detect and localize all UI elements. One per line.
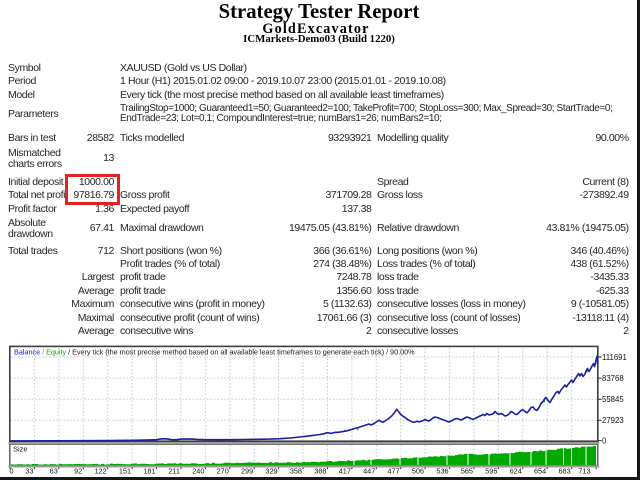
svg-text:83768: 83768: [602, 374, 624, 383]
svg-text:27923: 27923: [602, 416, 624, 425]
svg-text:388: 388: [314, 466, 326, 475]
svg-text:240: 240: [192, 466, 204, 475]
svg-text:211: 211: [168, 466, 180, 475]
svg-text:595: 595: [485, 466, 497, 475]
svg-text:33: 33: [25, 466, 33, 475]
svg-text:447: 447: [363, 466, 375, 475]
svg-text:0: 0: [602, 437, 607, 446]
svg-text:417: 417: [339, 466, 351, 475]
svg-text:506: 506: [412, 466, 424, 475]
svg-text:181: 181: [143, 466, 155, 475]
svg-text:299: 299: [241, 466, 253, 475]
svg-text:151: 151: [119, 466, 131, 475]
svg-text:624: 624: [510, 466, 522, 475]
svg-text:63: 63: [50, 466, 58, 475]
svg-text:536: 536: [436, 466, 448, 475]
svg-text:92: 92: [74, 466, 82, 475]
svg-text:270: 270: [217, 466, 229, 475]
svg-text:Size: Size: [13, 445, 28, 454]
svg-text:Balance / Equity / Every tick: Balance / Equity / Every tick (the most …: [14, 347, 415, 356]
svg-text:111691: 111691: [602, 353, 627, 362]
svg-text:565: 565: [461, 466, 473, 475]
svg-text:55845: 55845: [602, 395, 624, 404]
svg-text:0: 0: [10, 466, 14, 475]
svg-text:358: 358: [290, 466, 302, 475]
svg-text:329: 329: [265, 466, 277, 475]
svg-text:477: 477: [388, 466, 400, 475]
svg-text:654: 654: [534, 466, 546, 475]
svg-text:683: 683: [559, 466, 571, 475]
svg-text:713: 713: [578, 466, 590, 475]
svg-text:122: 122: [95, 466, 107, 475]
